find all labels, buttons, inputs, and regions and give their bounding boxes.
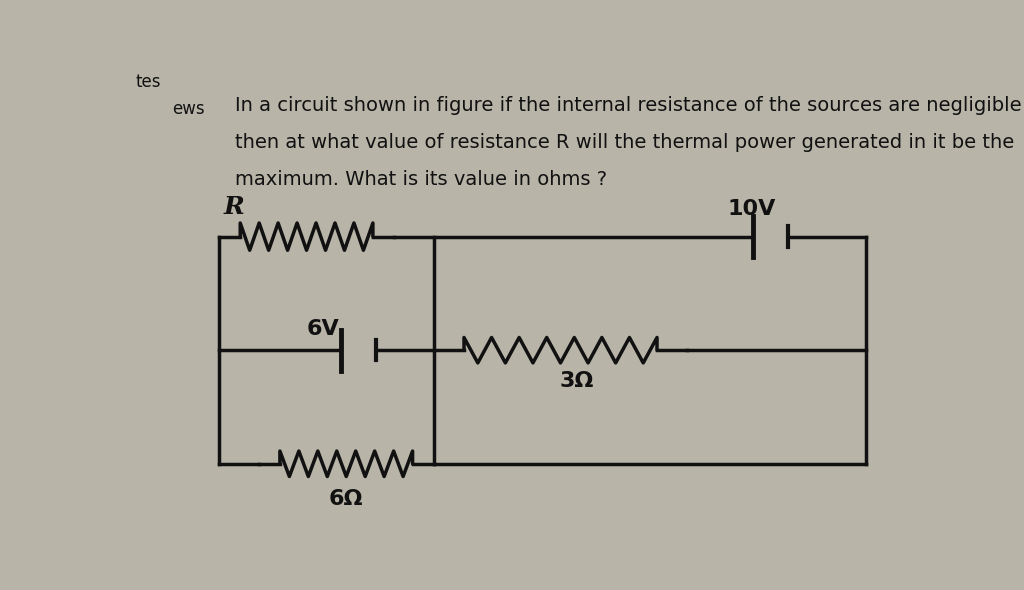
- Text: 3Ω: 3Ω: [559, 371, 594, 391]
- Text: then at what value of resistance R will the thermal power generated in it be the: then at what value of resistance R will …: [236, 133, 1015, 152]
- Text: 6V: 6V: [306, 319, 339, 339]
- Text: ews: ews: [172, 100, 204, 119]
- Text: tes: tes: [136, 73, 162, 91]
- Text: maximum. What is its value in ohms ?: maximum. What is its value in ohms ?: [236, 171, 607, 189]
- Text: In a circuit shown in figure if the internal resistance of the sources are negli: In a circuit shown in figure if the inte…: [236, 96, 1022, 115]
- Text: R: R: [223, 195, 244, 219]
- Text: 6Ω: 6Ω: [329, 489, 364, 509]
- Text: 10V: 10V: [727, 199, 775, 219]
